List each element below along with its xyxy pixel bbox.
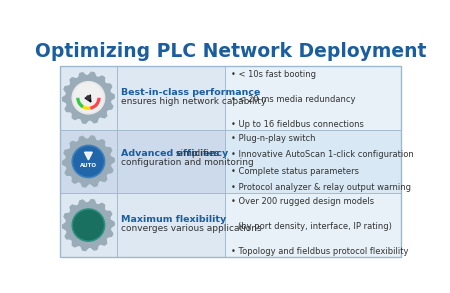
Text: Maximum flexibility: Maximum flexibility [122, 215, 227, 224]
Circle shape [72, 82, 105, 114]
Text: • Complete status parameters: • Complete status parameters [231, 167, 360, 176]
Text: configuration and monitoring: configuration and monitoring [122, 159, 254, 168]
Polygon shape [85, 152, 92, 160]
Wedge shape [82, 105, 90, 110]
FancyBboxPatch shape [117, 130, 225, 193]
FancyBboxPatch shape [117, 193, 225, 257]
Text: • Over 200 rugged design models: • Over 200 rugged design models [231, 197, 374, 206]
Text: • Protocol analyzer & relay output warning: • Protocol analyzer & relay output warni… [231, 183, 411, 193]
Circle shape [90, 224, 97, 231]
Wedge shape [76, 98, 84, 108]
Text: Optimizing PLC Network Deployment: Optimizing PLC Network Deployment [35, 42, 426, 61]
FancyBboxPatch shape [225, 66, 401, 130]
Circle shape [74, 147, 103, 176]
Wedge shape [90, 98, 101, 110]
Text: • Innovative AutoScan 1-click configuration: • Innovative AutoScan 1-click configurat… [231, 150, 414, 159]
Circle shape [74, 211, 103, 240]
Polygon shape [63, 136, 114, 187]
FancyBboxPatch shape [225, 193, 401, 257]
Polygon shape [76, 214, 93, 231]
Circle shape [72, 145, 105, 178]
FancyBboxPatch shape [60, 193, 117, 257]
Text: simplifies: simplifies [173, 149, 219, 158]
FancyBboxPatch shape [225, 130, 401, 193]
FancyBboxPatch shape [60, 66, 117, 130]
Text: • Plug-n-play switch: • Plug-n-play switch [231, 134, 316, 143]
Circle shape [72, 209, 105, 241]
Circle shape [80, 218, 90, 228]
Text: • < 10s fast booting: • < 10s fast booting [231, 70, 316, 79]
Text: ensures high network capability: ensures high network capability [122, 97, 266, 106]
Text: (by port density, interface, IP rating): (by port density, interface, IP rating) [238, 222, 392, 231]
Text: AUTO: AUTO [80, 163, 97, 168]
Circle shape [86, 96, 90, 100]
FancyBboxPatch shape [60, 130, 117, 193]
Circle shape [74, 83, 103, 112]
FancyBboxPatch shape [117, 66, 225, 130]
Text: converges various applications: converges various applications [122, 224, 262, 234]
Text: • Topology and fieldbus protocol flexibility: • Topology and fieldbus protocol flexibi… [231, 247, 409, 256]
Polygon shape [63, 72, 114, 123]
Text: Best-in-class performance: Best-in-class performance [122, 88, 261, 97]
Text: • Up to 16 fieldbus connections: • Up to 16 fieldbus connections [231, 120, 364, 129]
Polygon shape [63, 200, 114, 251]
Polygon shape [88, 222, 100, 233]
Text: • < 20 ms media redundancy: • < 20 ms media redundancy [231, 95, 356, 104]
Text: Advanced efficiency: Advanced efficiency [122, 149, 229, 158]
